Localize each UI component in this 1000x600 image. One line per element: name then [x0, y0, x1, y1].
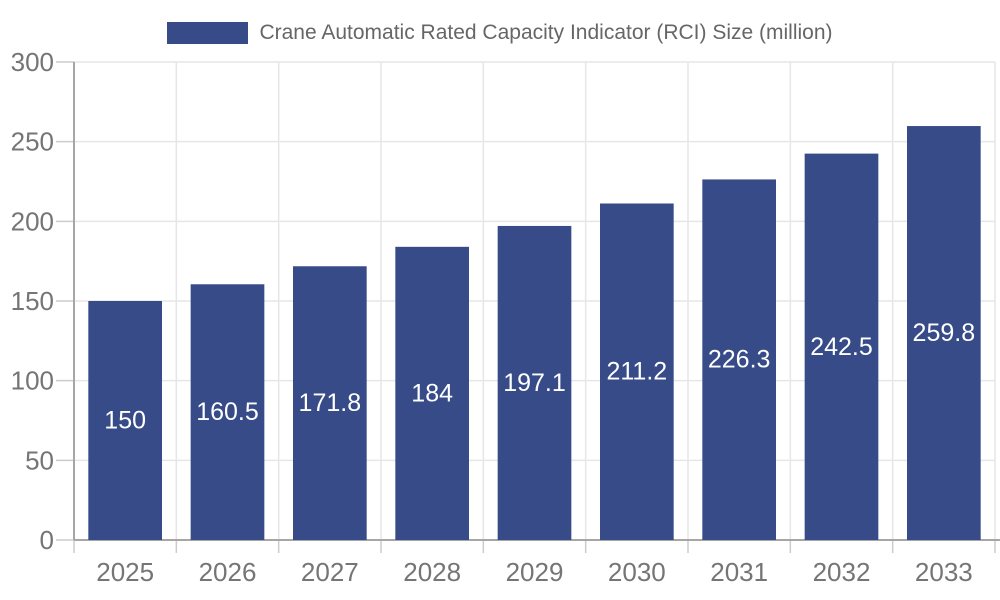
bar-value-label: 197.1: [503, 369, 566, 397]
y-axis-label: 150: [11, 286, 54, 316]
bar[interactable]: [395, 246, 470, 540]
legend-label: Crane Automatic Rated Capacity Indicator…: [259, 21, 833, 44]
x-axis-label: 2029: [506, 557, 564, 587]
bar[interactable]: [190, 284, 265, 540]
bar[interactable]: [804, 153, 879, 540]
bar-value-label: 226.3: [708, 346, 771, 374]
y-axis-label: 250: [11, 127, 54, 157]
legend[interactable]: Crane Automatic Rated Capacity Indicator…: [0, 21, 1000, 45]
bar[interactable]: [497, 225, 572, 541]
bar[interactable]: [88, 301, 163, 540]
x-axis-label: 2027: [301, 557, 359, 587]
x-axis-label: 2025: [96, 557, 154, 587]
x-axis-label: 2028: [403, 557, 461, 587]
y-axis-label: 200: [11, 206, 54, 236]
y-axis-label: 50: [25, 445, 54, 475]
x-axis-label: 2026: [199, 557, 257, 587]
bar-value-label: 184: [411, 379, 453, 407]
bar-value-label: 211.2: [606, 358, 667, 386]
x-axis-label: 2033: [915, 557, 973, 587]
y-axis-label: 100: [11, 366, 54, 396]
bar-value-label: 259.8: [913, 319, 976, 347]
y-axis-label: 300: [11, 47, 54, 77]
bar-value-label: 171.8: [299, 389, 362, 417]
bar[interactable]: [702, 179, 777, 541]
x-axis-label: 2030: [608, 557, 666, 587]
bar[interactable]: [906, 126, 981, 540]
bar-value-label: 150: [104, 407, 146, 435]
x-axis-label: 2032: [813, 557, 871, 587]
bar[interactable]: [599, 203, 674, 540]
bar-value-label: 160.5: [196, 398, 259, 426]
bar[interactable]: [292, 266, 367, 540]
y-axis-label: 0: [40, 525, 54, 555]
x-axis-label: 2031: [710, 557, 768, 587]
bar-value-label: 242.5: [810, 333, 873, 361]
legend-swatch: [167, 22, 249, 44]
